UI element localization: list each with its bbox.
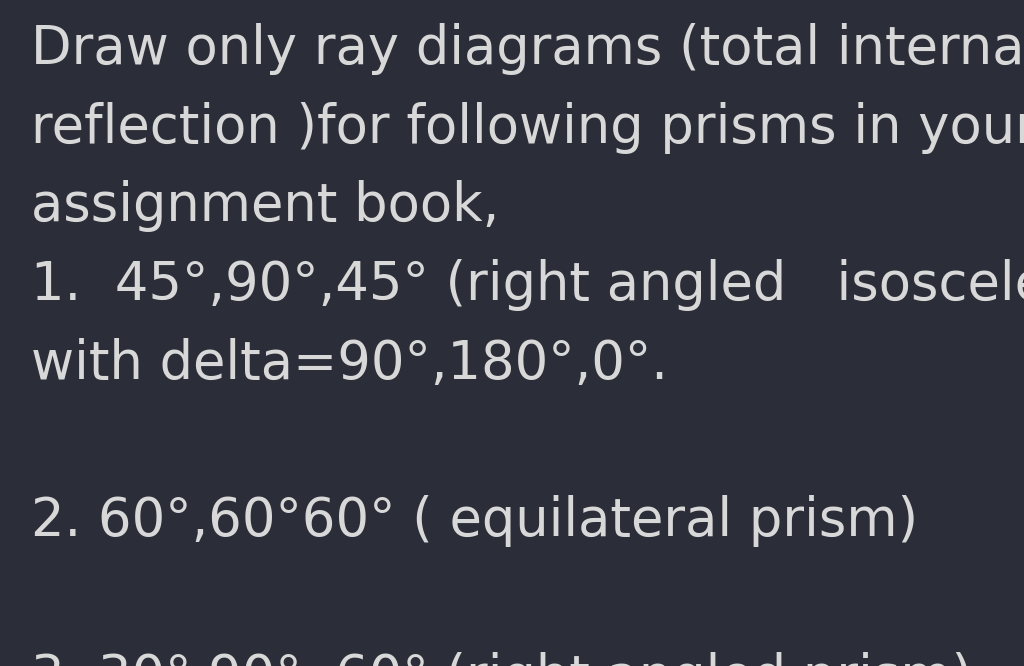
Text: 2. 60°,60°60° ( equilateral prism): 2. 60°,60°60° ( equilateral prism) (31, 495, 918, 547)
Text: reflection )for following prisms in your: reflection )for following prisms in your (31, 102, 1024, 154)
Text: 1.  45°,90°,45° (right angled   isosceles ): 1. 45°,90°,45° (right angled isosceles ) (31, 259, 1024, 311)
Text: assignment book,: assignment book, (31, 180, 499, 232)
Text: 3. 30°,90°, 60° (right angled prism).: 3. 30°,90°, 60° (right angled prism). (31, 652, 988, 666)
Text: with delta=90°,180°,0°.: with delta=90°,180°,0°. (31, 338, 668, 390)
Text: Draw only ray diagrams (total internal: Draw only ray diagrams (total internal (31, 23, 1024, 75)
